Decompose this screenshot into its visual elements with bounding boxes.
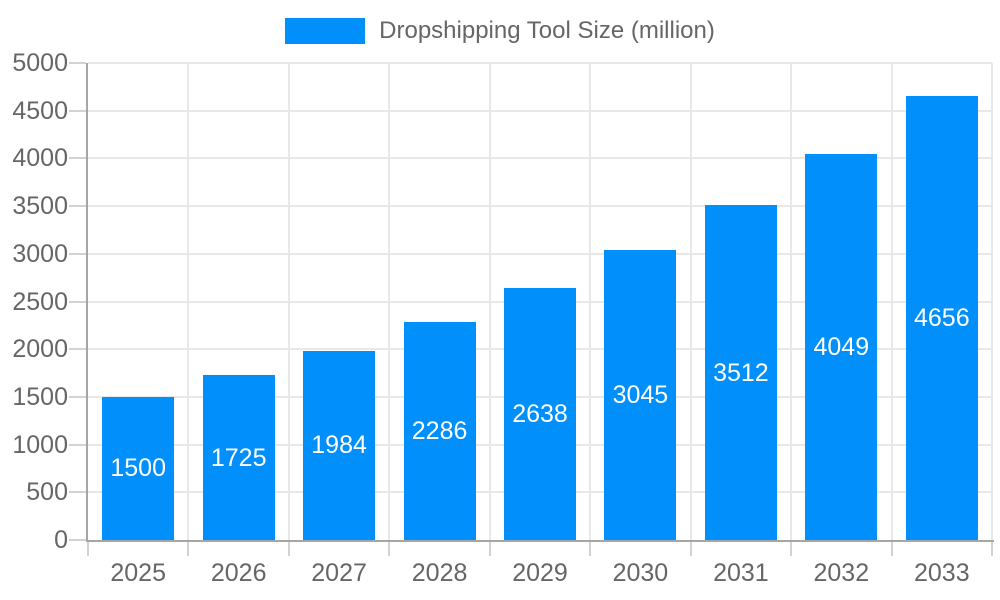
y-axis-tick [69,157,86,160]
x-gridline [890,63,893,540]
bar[interactable]: 2286 [403,321,476,540]
y-axis-label: 4500 [12,96,68,125]
y-axis-label: 3500 [12,192,68,221]
y-axis-tick [69,539,86,541]
x-axis-tick [187,542,190,556]
x-axis-label: 2031 [713,559,769,587]
y-axis-label: 2500 [12,287,68,316]
y-axis-label: 1000 [12,430,68,459]
x-gridline [388,63,391,540]
y-axis-tick [69,62,86,64]
y-axis-tick [69,443,86,446]
bar[interactable]: 4049 [805,153,878,540]
x-axis-tick [991,542,993,556]
bar[interactable]: 1984 [303,350,376,540]
y-axis-tick [69,109,86,112]
x-axis-label: 2030 [612,559,669,587]
bar-value-label: 4656 [913,303,970,332]
bar[interactable]: 4656 [905,95,978,540]
x-axis-label: 2032 [813,559,870,587]
y-axis-tick [69,491,86,494]
x-axis-tick [689,542,692,556]
bar[interactable]: 1500 [102,396,175,540]
x-axis-label: 2029 [512,559,568,587]
x-gridline [187,63,190,540]
y-gridline [88,109,992,112]
bar[interactable]: 1725 [202,375,275,540]
x-gridline [790,63,793,540]
bar-value-label: 1725 [210,443,267,472]
y-axis-tick [69,348,86,351]
bar[interactable]: 3045 [604,249,677,540]
bar-value-label: 3045 [612,380,669,409]
x-gridline [689,63,692,540]
x-axis-label: 2033 [913,559,970,587]
y-axis-label: 1500 [12,382,68,411]
x-axis-line [86,540,994,542]
legend-item[interactable]: Dropshipping Tool Size (million) [0,17,1000,45]
x-axis-tick [790,542,793,556]
y-axis-label: 3000 [12,239,68,268]
y-axis-label: 0 [54,526,68,554]
y-axis-label: 5000 [12,49,68,77]
x-gridline [287,63,290,540]
y-gridline [88,157,992,160]
y-axis-label: 2000 [12,335,68,364]
y-axis-tick [69,205,86,208]
legend-label: Dropshipping Tool Size (million) [379,17,715,44]
y-gridline [88,252,992,255]
x-axis-label: 2028 [411,559,468,587]
legend-swatch [285,18,366,44]
bar-value-label: 2638 [512,400,568,429]
bar-value-label: 1500 [110,454,166,483]
y-axis-tick [69,395,86,398]
x-axis-tick [488,542,491,556]
y-axis-line [86,63,88,542]
x-axis-tick [890,542,893,556]
y-gridline [88,205,992,208]
bar-value-label: 4049 [813,332,870,361]
y-axis-tick [69,300,86,303]
y-axis-label: 500 [26,478,68,507]
x-gridline [488,63,491,540]
bar-value-label: 3512 [713,358,769,387]
x-gridline [991,63,993,540]
x-axis-label: 2025 [110,559,166,587]
x-axis-label: 2026 [210,559,267,587]
y-axis-label: 4000 [12,144,68,173]
x-axis-tick [87,542,89,556]
bar-value-label: 1984 [311,431,367,460]
x-gridline [589,63,592,540]
x-axis-tick [589,542,592,556]
bar-value-label: 2286 [411,416,468,445]
bar[interactable]: 3512 [704,205,777,540]
x-axis-tick [388,542,391,556]
y-axis-tick [69,252,86,255]
y-gridline [88,62,992,64]
x-axis-label: 2027 [311,559,367,587]
bar[interactable]: 2638 [504,288,576,540]
x-axis-tick [287,542,290,556]
